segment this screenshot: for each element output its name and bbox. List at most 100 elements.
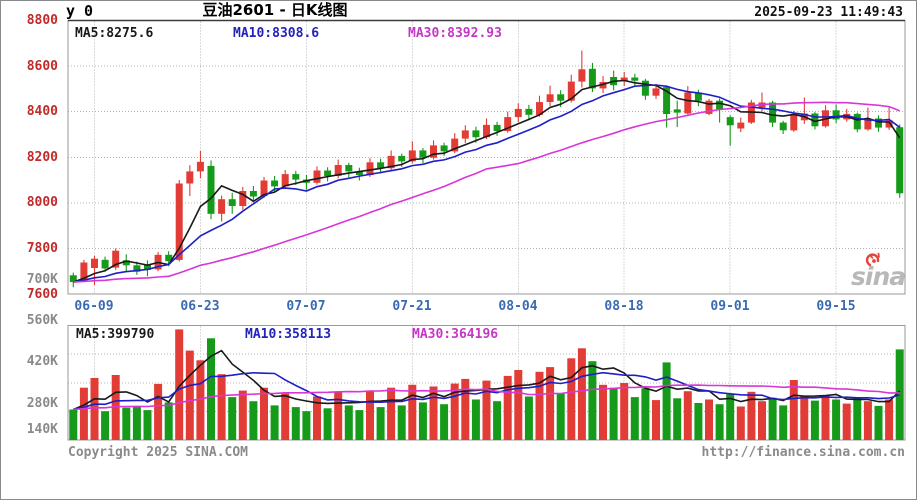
volume-bar	[747, 391, 756, 440]
volume-bar	[344, 405, 353, 440]
price-tick-label: 8400	[26, 104, 58, 119]
candle-body	[122, 260, 130, 266]
candle-body	[112, 250, 120, 268]
candle-body	[641, 80, 649, 96]
candle-wick	[803, 97, 805, 124]
price-tick-label: 8000	[26, 195, 58, 210]
candle-body	[536, 102, 543, 115]
candle-body	[461, 130, 469, 139]
volume-bar	[874, 405, 883, 440]
candle-body	[271, 180, 279, 187]
volume-bar	[705, 399, 713, 440]
candle-body	[175, 183, 183, 260]
candle-body	[366, 162, 374, 176]
volume-bar	[164, 402, 173, 440]
candle-body	[578, 69, 586, 82]
volume-ma30-label: MA30:364196	[412, 327, 499, 342]
chart-title: 豆油2601 - 日K线图	[202, 1, 348, 19]
candle-body	[80, 262, 88, 281]
volume-bar	[535, 371, 544, 440]
volume-bar	[546, 367, 555, 440]
price-tick-label: 7600	[26, 287, 58, 302]
volume-tick-label: 140K	[26, 422, 58, 437]
candle-body	[588, 68, 596, 89]
volume-bar	[630, 397, 639, 440]
candle-body	[451, 138, 459, 152]
candle-body	[91, 258, 98, 268]
candle-body	[684, 92, 692, 114]
volume-bar	[842, 403, 851, 440]
candle-wick	[676, 100, 678, 128]
candle-body	[377, 162, 385, 169]
candle-body	[186, 171, 194, 184]
volume-bar	[450, 383, 459, 440]
candle-body	[165, 254, 173, 262]
volume-bar	[471, 399, 480, 440]
volume-bar	[387, 387, 396, 440]
sina-logo-text: sina	[851, 262, 905, 291]
volume-bar	[323, 408, 332, 440]
volume-bar	[408, 384, 417, 440]
volume-bar	[461, 378, 470, 440]
volume-bar	[789, 380, 798, 440]
volume-bar	[821, 395, 830, 440]
date-tick-label: 08-04	[498, 299, 538, 314]
candle-body	[832, 110, 840, 120]
candle-body	[218, 199, 226, 214]
volume-bar	[556, 393, 565, 440]
candle-body	[493, 124, 501, 132]
volume-bar	[800, 396, 809, 440]
candle-body	[239, 191, 247, 206]
candle-wick	[581, 50, 583, 88]
candle-body	[387, 155, 395, 169]
sina-logo-graphic: sina	[851, 252, 906, 291]
volume-tick-label: 280K	[26, 396, 58, 411]
volume-bar	[673, 398, 682, 440]
volume-bar	[694, 403, 703, 440]
candle-body	[726, 117, 734, 126]
volume-tick-label: 560K	[26, 313, 58, 328]
candle-body	[567, 81, 575, 101]
sina-logo: sina	[850, 252, 910, 294]
volume-bar	[779, 405, 788, 440]
contract-symbol: y 0	[66, 2, 94, 20]
candle-body	[260, 180, 268, 196]
volume-bar	[260, 387, 268, 440]
price-ma30-label: MA30:8392.93	[408, 26, 502, 41]
candle-body	[207, 165, 215, 214]
candle-wick	[93, 255, 96, 285]
sina-flame-icon	[865, 252, 880, 267]
volume-bar	[366, 390, 374, 440]
volume-bar	[885, 399, 894, 440]
price-tick-label: 8800	[26, 13, 58, 28]
candle-body	[133, 265, 141, 272]
volume-bar	[185, 350, 194, 440]
volume-bar	[609, 387, 618, 440]
volume-bar	[503, 375, 512, 440]
candle-body	[864, 118, 872, 130]
volume-tick-label: 700K	[26, 272, 58, 287]
volume-bar	[122, 407, 131, 440]
volume-bar	[429, 386, 438, 440]
candle-body	[779, 122, 787, 131]
volume-bar	[355, 410, 364, 440]
candle-body	[355, 171, 363, 175]
candle-wick	[888, 107, 890, 130]
price-tick-label: 8600	[26, 59, 58, 74]
candle-body	[472, 130, 480, 138]
volume-bar	[853, 397, 862, 440]
candle-body	[514, 108, 522, 118]
candle-body	[430, 145, 437, 158]
candle-body	[875, 118, 882, 128]
volume-bar	[228, 397, 237, 440]
volume-bar	[736, 406, 745, 440]
volume-bar	[132, 405, 141, 440]
candle-body	[769, 102, 777, 123]
price-ma30-line	[73, 101, 900, 283]
volume-bar	[524, 396, 533, 440]
candle-body	[716, 100, 724, 110]
volume-bar	[726, 394, 735, 440]
volume-bar	[810, 400, 819, 440]
